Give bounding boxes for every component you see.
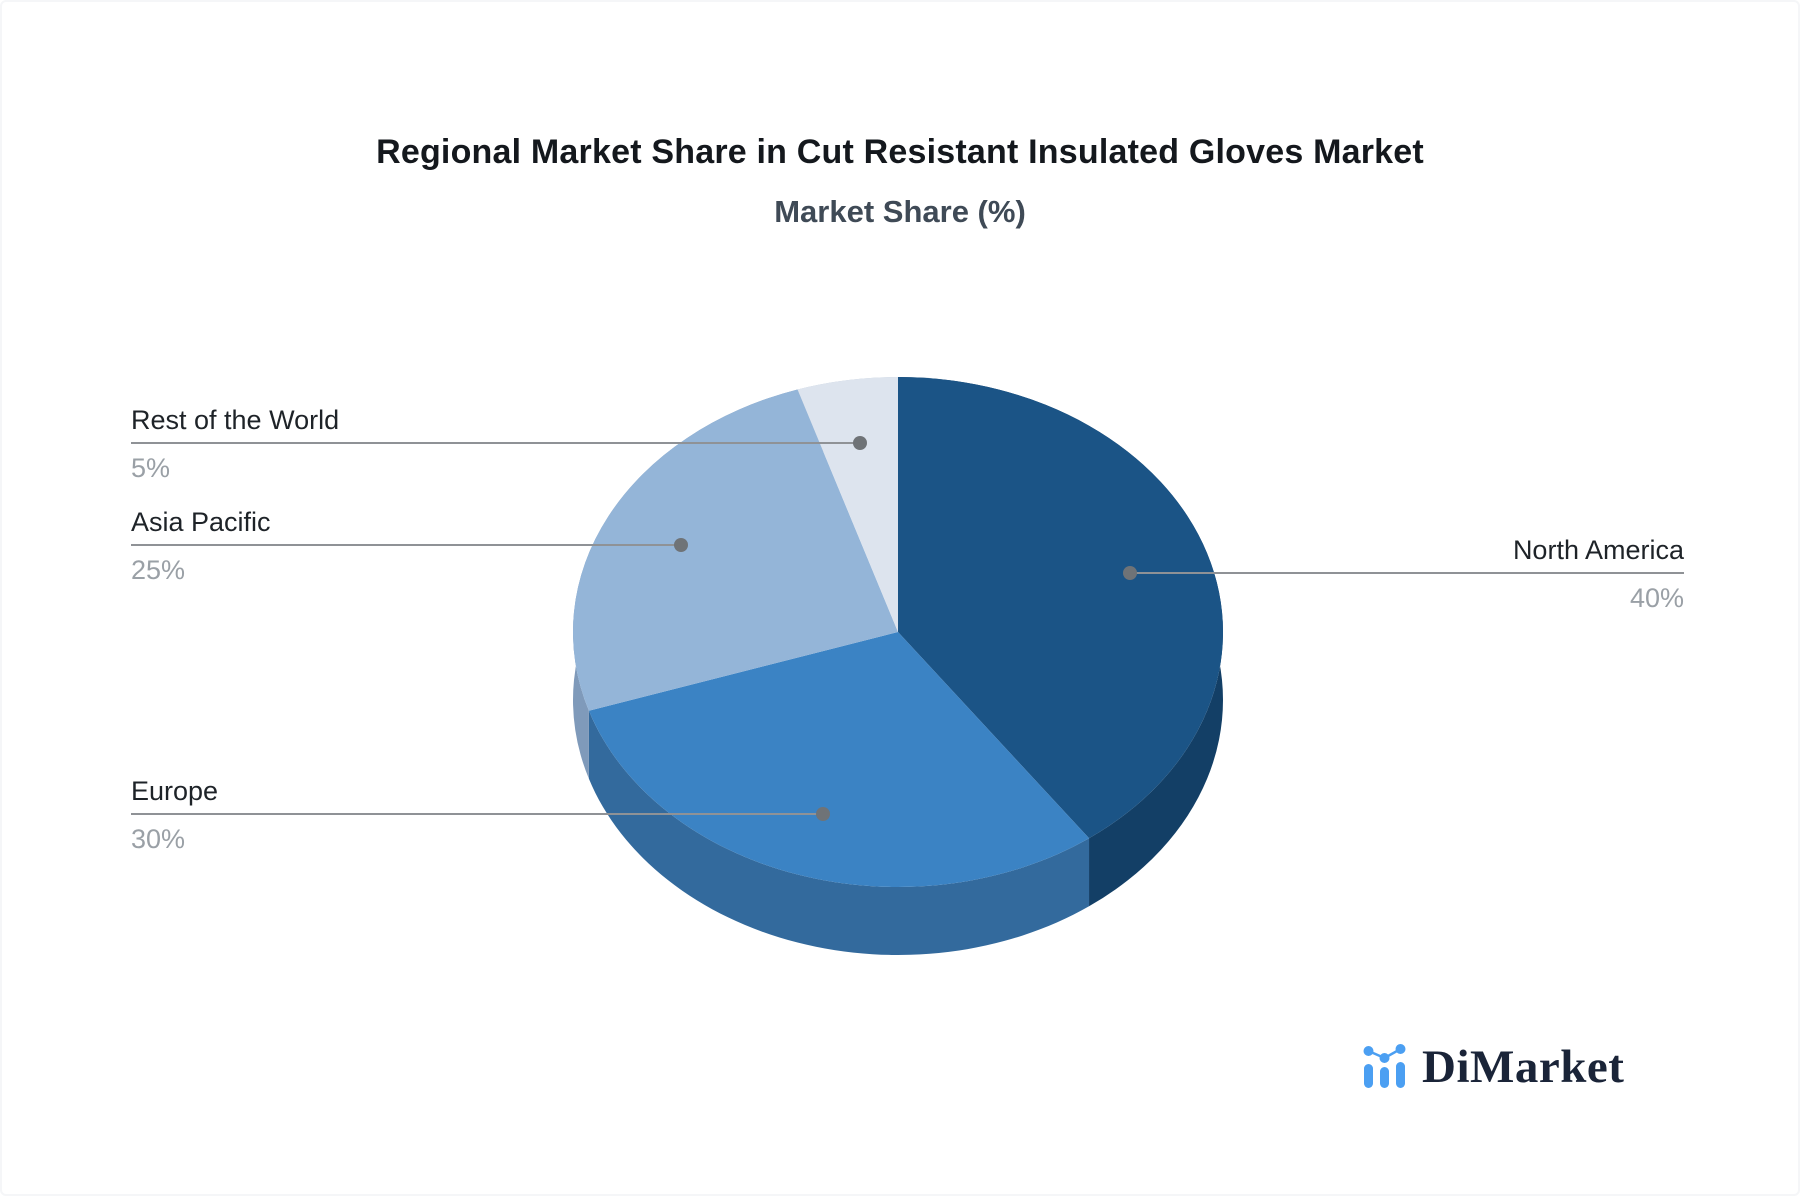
leader-dot-asia-pacific [674, 538, 688, 552]
pie-slices [573, 377, 1224, 956]
callout-label-rest-of-the-world: Rest of the World [131, 405, 340, 435]
chart-title: Regional Market Share in Cut Resistant I… [376, 133, 1424, 171]
dimarket-logo[interactable]: DiMarket [1363, 1041, 1625, 1093]
callout-value-north-america: 40% [1629, 583, 1684, 613]
bar-chart-logo-icon [1363, 1044, 1406, 1088]
leader-dot-europe [816, 807, 830, 821]
dimarket-logo-text: DiMarket [1422, 1041, 1625, 1093]
pie-slice-north-america [898, 377, 1223, 839]
leader-lines [131, 436, 1684, 821]
leader-dot-rest-of-the-world [853, 436, 867, 450]
pie-slice-rest-of-the-world [797, 377, 898, 632]
callout-value-rest-of-the-world: 5% [131, 453, 171, 483]
callout-value-asia-pacific: 25% [131, 555, 186, 585]
leader-dot-north-america [1123, 566, 1137, 580]
callout-label-europe: Europe [131, 776, 219, 806]
pie-slice-asia-pacific [573, 389, 898, 711]
callout-label-asia-pacific: Asia Pacific [131, 507, 271, 537]
pie-slice-europe [588, 632, 1090, 888]
callout-label-north-america: North America [1512, 535, 1684, 565]
chart-subtitle: Market Share (%) [774, 194, 1026, 229]
callout-value-europe: 30% [131, 824, 186, 854]
pie-slice-side-europe [588, 710, 1090, 956]
